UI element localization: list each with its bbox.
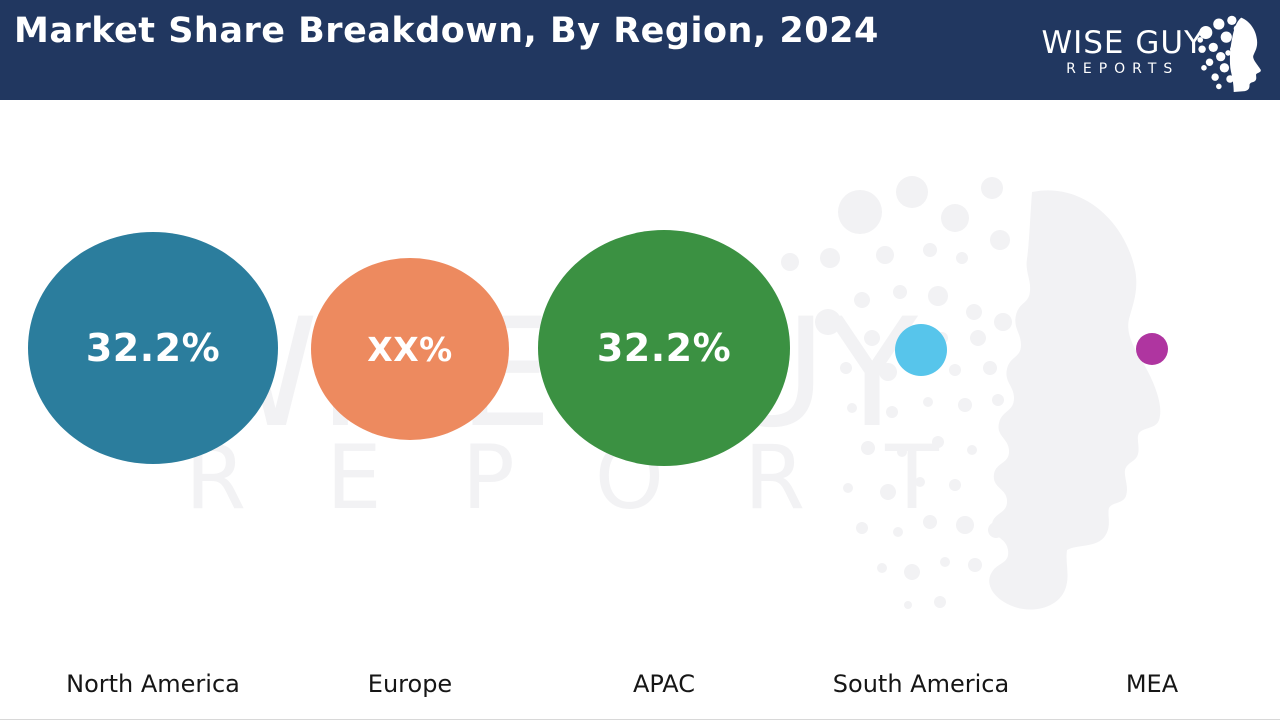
bubble-europe: XX%	[311, 258, 509, 440]
bubble-north-america: 32.2%	[28, 232, 278, 464]
chart-area: WISE GUY R E P O R T S	[0, 100, 1280, 720]
bubble-apac: 32.2%	[538, 230, 790, 466]
category-label-apac: APAC	[632, 670, 696, 698]
brand-subtitle: REPORTS	[1066, 61, 1180, 78]
bubble-south-america	[895, 324, 947, 376]
bubble-value-label: XX%	[367, 329, 453, 369]
brand-logo-text: WISE GUY REPORTS	[1041, 27, 1204, 78]
bubble-mea	[1136, 333, 1168, 365]
head-profile-dots-watermark	[781, 176, 1161, 610]
category-label-south-america: South America	[832, 670, 1010, 698]
category-label-north-america: North America	[66, 670, 240, 698]
header: Market Share Breakdown, By Region, 2024 …	[0, 0, 1280, 100]
bubble-value-label: 32.2%	[85, 326, 221, 370]
bubble-value-label: 32.2%	[596, 326, 732, 370]
category-label-europe: Europe	[367, 670, 453, 698]
page-title: Market Share Breakdown, By Region, 2024	[14, 11, 879, 51]
category-label-mea: MEA	[1125, 670, 1179, 698]
brand-name: WISE GUY	[1041, 24, 1204, 61]
brand-logo: WISE GUY REPORTS	[1041, 14, 1270, 92]
head-profile-dots-icon	[1197, 15, 1261, 92]
